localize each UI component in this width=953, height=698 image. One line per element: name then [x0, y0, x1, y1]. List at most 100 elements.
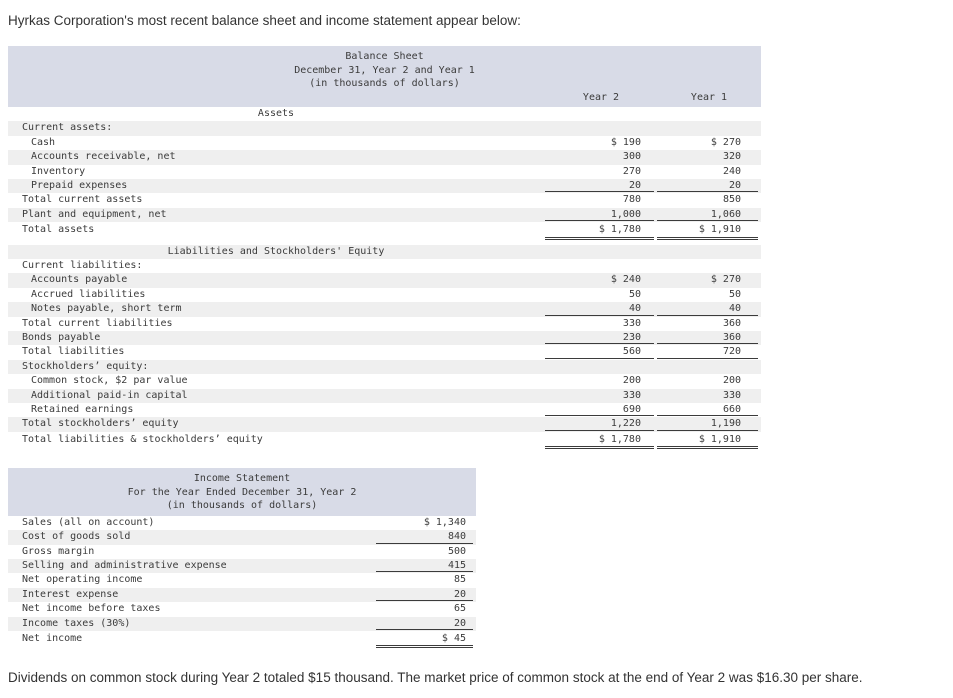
row-label: Accrued liabilities: [31, 288, 146, 300]
statement-row: Current liabilities:: [8, 259, 761, 273]
statement-subtitle: December 31, Year 2 and Year 1: [294, 64, 475, 76]
row-value: $ 270: [710, 136, 741, 148]
row-label: Stockholders’ equity:: [8, 359, 545, 375]
row-label: Prepaid expenses: [8, 178, 545, 194]
balance-sheet-table: Balance Sheet December 31, Year 2 and Ye…: [8, 46, 761, 454]
row-value: [545, 259, 657, 273]
section-heading: Liabilities and Stockholders' Equity: [8, 244, 545, 259]
row-label: Net income before taxes: [22, 603, 161, 615]
income-statement-title-row: Income Statement For the Year Ended Dece…: [8, 468, 476, 516]
row-label: Inventory: [31, 165, 86, 177]
statement-row: Inventory 270 240: [8, 165, 761, 179]
balance-sheet-header: Balance Sheet December 31, Year 2 and Ye…: [8, 46, 761, 107]
row-value: 40: [544, 302, 657, 317]
row-value: [545, 107, 657, 121]
row-value: [544, 244, 657, 259]
row-value: $ 240: [544, 273, 657, 288]
row-value: 270: [622, 165, 641, 177]
section-heading: Assets: [257, 107, 295, 119]
intro-text: Hyrkas Corporation's most recent balance…: [8, 13, 521, 28]
statement-row: Additional paid-in capital 330 330: [8, 388, 761, 404]
statement-units: (in thousands of dollars): [309, 78, 460, 89]
row-value: 65: [453, 603, 466, 615]
statement-row: Total current liabilities 330 360: [8, 317, 761, 331]
row-label: Total liabilities: [22, 346, 125, 358]
row-value: 500: [447, 545, 466, 557]
row-value: [656, 244, 761, 259]
row-value: $ 1,910: [657, 432, 761, 454]
footer-text: Dividends on common stock during Year 2 …: [8, 670, 863, 686]
row-label: Accounts payable: [8, 273, 545, 288]
section-heading-row: Liabilities and Stockholders' Equity: [8, 244, 761, 259]
statement-units: (in thousands of dollars): [166, 500, 318, 512]
row-value: $ 190: [610, 136, 641, 148]
statement-row: Cash $ 190 $ 270: [8, 136, 761, 150]
row-label: Common stock, $2 par value: [31, 375, 188, 387]
statement-row: Income taxes (30%) 20: [8, 616, 476, 631]
balance-sheet-title-block: Balance Sheet December 31, Year 2 and Ye…: [8, 46, 761, 91]
statement-row: Total liabilities & stockholders’ equity…: [8, 432, 761, 454]
row-label: Total current liabilities: [22, 317, 173, 329]
row-label: Selling and administrative expense: [8, 558, 376, 574]
row-value: 1,000: [544, 207, 657, 223]
year1-column-header: Year 1: [656, 90, 761, 107]
statement-row: Accounts payable $ 240 $ 270: [8, 273, 761, 288]
row-value: 840: [376, 530, 476, 545]
row-value: $ 1,780: [545, 432, 657, 454]
statement-title: Income Statement: [193, 473, 291, 485]
row-label: Bonds payable: [8, 331, 545, 346]
balance-sheet-title-row: Balance Sheet December 31, Year 2 and Ye…: [8, 46, 761, 91]
row-value: 240: [722, 165, 741, 177]
statement-row: Total liabilities 560 720: [8, 345, 761, 360]
row-label: Retained earnings: [31, 404, 134, 416]
row-value: $ 270: [656, 273, 761, 288]
row-value: 330: [622, 317, 641, 329]
income-statement-body: Sales (all on account) $ 1,340 Cost of goo…: [8, 516, 476, 654]
row-value: 690: [544, 403, 657, 418]
row-label: Current liabilities:: [22, 259, 143, 271]
statement-row: Cost of goods sold 840: [8, 530, 476, 545]
statement-row: Prepaid expenses 20 20: [8, 178, 761, 194]
row-label: Notes payable, short term: [8, 302, 545, 317]
row-value: $ 1,340: [423, 516, 466, 528]
row-value: 230: [544, 331, 657, 346]
row-value: 330: [544, 388, 657, 404]
statement-row: Accrued liabilities 50 50: [8, 288, 761, 302]
statement-row: Current assets:: [8, 121, 761, 136]
row-label: Sales (all on account): [22, 516, 155, 528]
row-value: $ 1,910: [657, 222, 761, 244]
year2-column-header: Year 2: [544, 90, 657, 107]
row-value: 415: [376, 558, 476, 574]
statement-row: Bonds payable 230 360: [8, 331, 761, 346]
row-label: Gross margin: [22, 545, 95, 557]
statement-row: Common stock, $2 par value 200 200: [8, 374, 761, 388]
statement-row: Notes payable, short term 40 40: [8, 302, 761, 317]
balance-sheet-body: Assets Current assets: Cash $ 190 $ 270 Accou…: [8, 107, 761, 454]
row-label: Total assets: [22, 224, 95, 236]
income-statement-table: Income Statement For the Year Ended Dece…: [8, 468, 476, 653]
statement-row: Interest expense 20: [8, 587, 476, 603]
statement-row: Total stockholders’ equity 1,220 1,190: [8, 417, 761, 432]
row-label: Total liabilities & stockholders’ equity: [22, 433, 263, 445]
statement-row: Accounts receivable, net 300 320: [8, 150, 761, 165]
row-value: 20: [544, 178, 657, 194]
row-value: [656, 121, 761, 136]
statement-row: Retained earnings 690 660: [8, 403, 761, 418]
row-value: 20: [376, 616, 476, 631]
row-label: Accounts receivable, net: [8, 150, 545, 165]
statement-row: Gross margin 500: [8, 545, 476, 559]
row-value: 360: [656, 331, 761, 346]
row-value: 20: [656, 178, 761, 194]
row-value: 850: [722, 194, 741, 206]
content: Hyrkas Corporation's most recent balance…: [8, 13, 945, 686]
row-label: Plant and equipment, net: [8, 207, 545, 223]
row-value: 300: [544, 150, 657, 165]
row-label: Current assets:: [8, 121, 545, 136]
statement-row: Net operating income 85: [8, 573, 476, 587]
row-value: $ 1,780: [545, 222, 657, 244]
row-value: 200: [622, 375, 641, 387]
row-value: 780: [622, 194, 641, 206]
row-value: [544, 121, 657, 136]
row-value: 660: [656, 403, 761, 418]
statement-row: Selling and administrative expense 415: [8, 558, 476, 574]
